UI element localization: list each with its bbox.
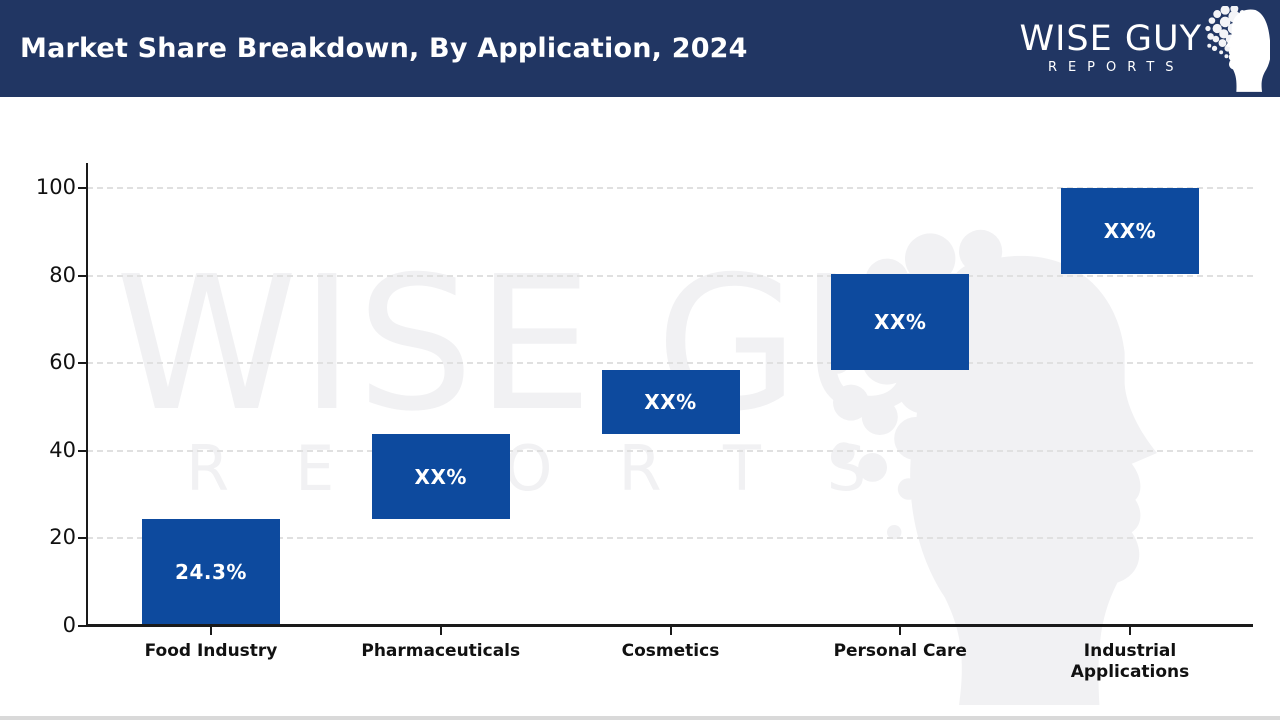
gridline <box>87 537 1253 539</box>
x-category-label: Cosmetics <box>621 641 720 661</box>
gridline <box>87 274 1253 277</box>
y-tick-label: 100 <box>35 175 76 199</box>
y-axis-tick <box>78 362 87 364</box>
bar-value-label: 24.3% <box>175 560 247 585</box>
bar-segment: XX% <box>1061 188 1199 275</box>
watermark-subtitle-text: REPORTS <box>186 432 933 505</box>
x-category-label: Personal Care <box>833 641 967 661</box>
y-tick-label: 80 <box>49 262 76 287</box>
y-tick-label: 40 <box>49 437 76 462</box>
brand-subtitle: REPORTS <box>1047 60 1185 75</box>
bar-value-label: XX% <box>414 464 467 489</box>
x-axis-line <box>86 624 1253 627</box>
x-category-label: Pharmaceuticals <box>361 641 521 661</box>
y-axis-line <box>86 163 88 625</box>
y-axis-tick <box>78 449 87 452</box>
x-axis-tick <box>439 627 442 635</box>
y-axis-tick <box>78 624 87 627</box>
x-axis-tick <box>210 627 212 635</box>
logo-dots <box>1205 5 1245 58</box>
y-tick-label: 20 <box>49 525 76 549</box>
footer-strip <box>0 716 1280 720</box>
bar-segment: XX% <box>601 369 740 434</box>
x-category-label: Food Industry <box>144 641 278 661</box>
bar-value-label: XX% <box>1103 219 1157 244</box>
x-category-label: Industrial Applications <box>1070 641 1190 683</box>
x-axis-tick <box>899 627 902 635</box>
face-profile-logo-icon <box>1205 5 1270 92</box>
y-axis-tick <box>78 187 87 189</box>
page-title: Market Share Breakdown, By Application, … <box>20 33 748 64</box>
y-axis-tick <box>78 537 87 539</box>
y-tick-label: 0 <box>62 612 76 637</box>
logo-face-path <box>1225 9 1270 92</box>
y-axis-tick <box>78 274 87 277</box>
x-axis-tick <box>1129 627 1131 635</box>
brand-logo-text: WISE GUY REPORTS <box>1019 19 1202 76</box>
header-bar: Market Share Breakdown, By Application, … <box>0 0 1280 97</box>
brand-logo: WISE GUY REPORTS <box>1019 5 1270 92</box>
watermark-face-path <box>910 255 1157 706</box>
x-axis-tick <box>669 627 672 635</box>
bar-segment: XX% <box>831 274 970 370</box>
bar-value-label: XX% <box>874 309 927 334</box>
gridline <box>87 449 1253 452</box>
bar-segment: 24.3% <box>142 519 280 626</box>
watermark-face-icon <box>822 229 1157 706</box>
bar-value-label: XX% <box>644 389 697 414</box>
gridline <box>87 362 1253 364</box>
bar-segment: XX% <box>371 433 510 520</box>
gridline <box>87 187 1253 189</box>
y-tick-label: 60 <box>49 350 76 374</box>
brand-name: WISE GUY <box>1019 19 1202 59</box>
